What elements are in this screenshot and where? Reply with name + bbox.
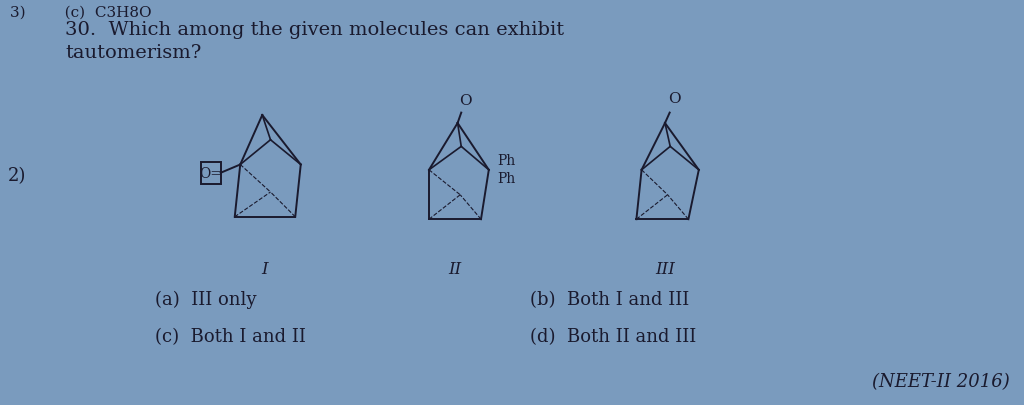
Text: 3)        (c)  C3H8O: 3) (c) C3H8O: [10, 6, 152, 20]
Text: II: II: [449, 260, 462, 277]
Text: Ph: Ph: [498, 154, 516, 168]
Text: I: I: [262, 260, 268, 277]
Text: tautomerism?: tautomerism?: [65, 44, 202, 62]
Text: (NEET-II 2016): (NEET-II 2016): [872, 372, 1010, 390]
Text: O: O: [459, 94, 472, 108]
Text: (d)  Both II and III: (d) Both II and III: [530, 327, 696, 345]
Text: O: O: [668, 92, 681, 106]
Text: (b)  Both I and III: (b) Both I and III: [530, 290, 689, 308]
Text: Ph: Ph: [498, 171, 516, 185]
Bar: [202, 162, 221, 184]
Text: (a)  III only: (a) III only: [155, 290, 256, 309]
Text: (c)  Both I and II: (c) Both I and II: [155, 327, 306, 345]
Text: III: III: [655, 260, 675, 277]
Text: O=: O=: [200, 166, 222, 180]
Text: 2): 2): [8, 166, 27, 185]
Text: 30.  Which among the given molecules can exhibit: 30. Which among the given molecules can …: [65, 21, 564, 39]
